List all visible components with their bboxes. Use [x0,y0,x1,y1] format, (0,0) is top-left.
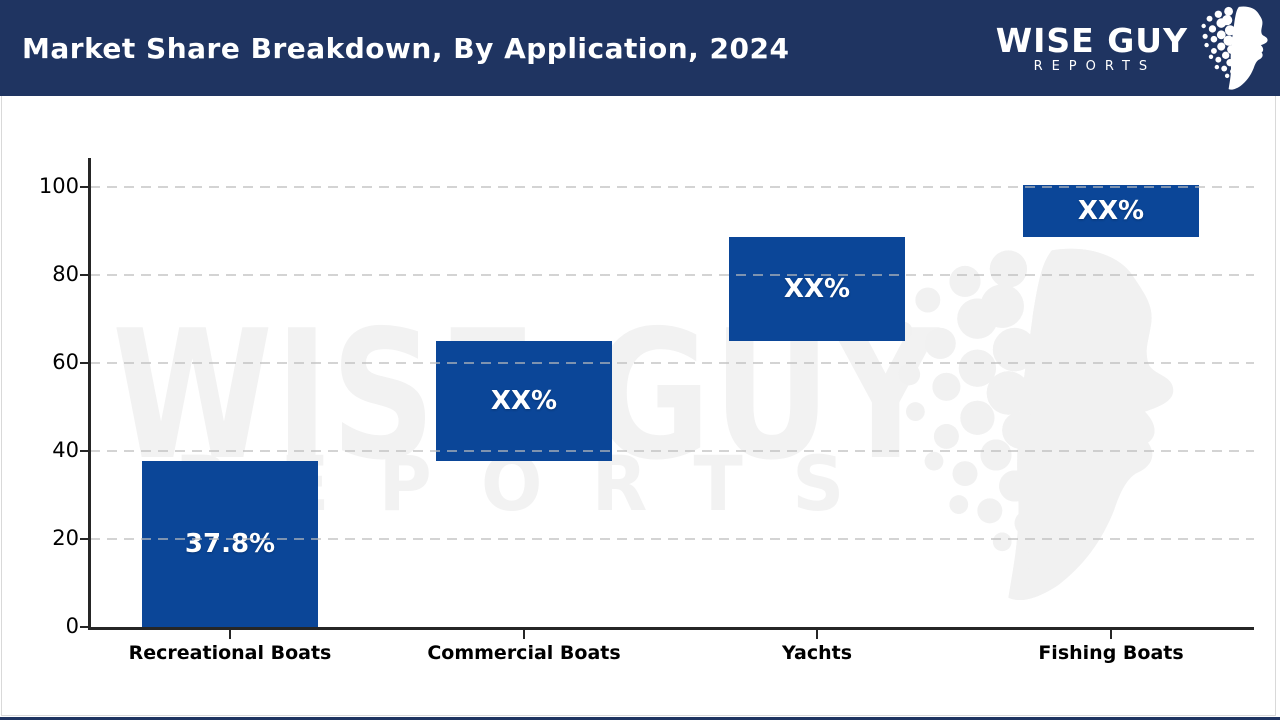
bar-yachts: XX% [729,237,905,341]
bar-value-label: XX% [783,273,851,304]
watermark-head-icon [893,248,1174,601]
bar-value-label: XX% [1077,196,1145,227]
header: Market Share Breakdown, By Application, … [0,0,1280,96]
gridline-y80 [90,274,1254,276]
brand-wordmark: WISE GUY REPORTS [995,21,1188,74]
bar-fishing-boats: XX% [1023,185,1199,238]
bar-value-label: XX% [490,385,558,416]
x-tick-label-1: Recreational Boats [128,642,332,664]
x-tick-mark-3 [816,630,818,639]
bar-recreational-boats: 37.8% [142,460,318,627]
x-axis-spine [88,627,1254,630]
x-tick-label-4: Fishing Boats [1038,642,1184,664]
x-tick-label-2: Commercial Boats [427,642,621,664]
y-tick-mark-40 [80,450,88,452]
y-tick-mark-100 [80,186,88,188]
x-tick-mark-4 [1110,630,1112,639]
chart-canvas: WISE GUY REPORTS 37.8% XX% XX% XX% 0 20 40 60 80… [0,96,1280,717]
gridline-y60 [90,362,1254,364]
page-title: Market Share Breakdown, By Application, … [22,31,790,65]
wiseguy-head-icon [1201,6,1268,90]
x-tick-label-3: Yachts [781,642,853,664]
y-tick-label-40: 40 [52,438,79,462]
x-tick-mark-1 [229,630,231,639]
y-tick-label-20: 20 [52,526,79,550]
y-axis-spine [88,158,91,630]
gridline-y40 [90,450,1254,452]
canvas-border [1,96,1276,716]
y-tick-label-60: 60 [52,350,79,374]
y-tick-mark-80 [80,274,88,276]
y-tick-label-80: 80 [52,262,79,286]
y-tick-mark-20 [80,538,88,540]
y-tick-label-0: 0 [65,614,79,638]
brand-logo: WISE GUY REPORTS [996,0,1272,96]
y-tick-mark-0 [80,626,88,628]
brand-subname: REPORTS [1033,59,1157,74]
x-tick-mark-2 [523,630,525,639]
y-tick-mark-60 [80,362,88,364]
y-tick-label-100: 100 [38,174,79,198]
bottom-accent-strip [0,717,1280,720]
bar-value-label: 37.8% [184,528,276,559]
gridline-y20 [90,538,1254,540]
brand-name: WISE GUY [995,21,1188,60]
gridline-y100 [90,186,1254,188]
bar-commercial-boats: XX% [436,340,612,461]
